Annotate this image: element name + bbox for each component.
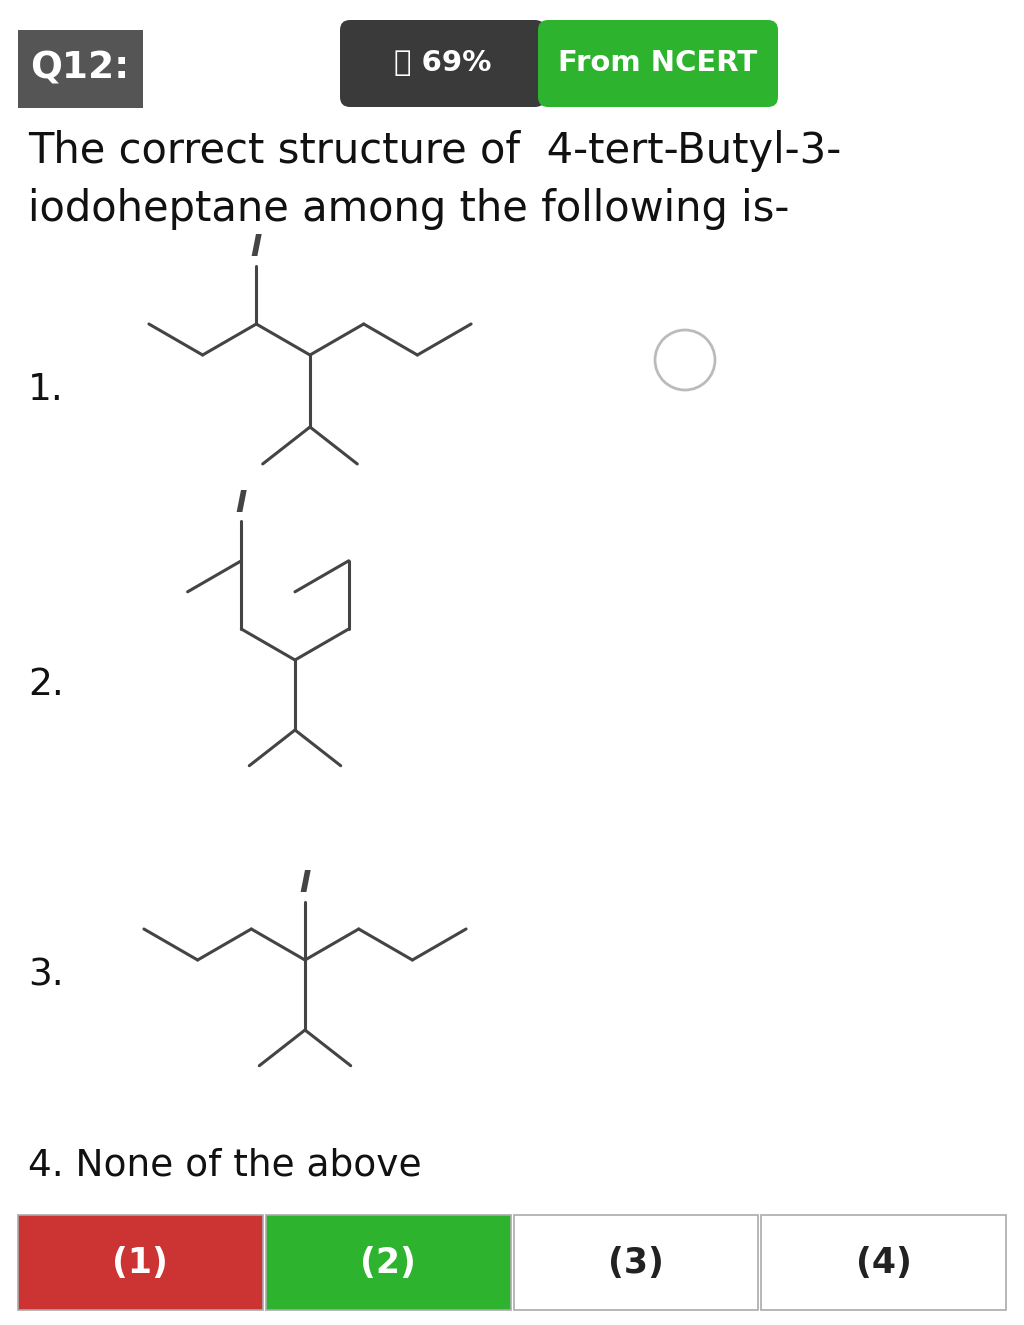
- Text: 4. None of the above: 4. None of the above: [28, 1147, 422, 1183]
- Text: 2.: 2.: [28, 666, 63, 704]
- FancyBboxPatch shape: [18, 30, 143, 109]
- Text: iodoheptane among the following is-: iodoheptane among the following is-: [28, 188, 790, 231]
- FancyBboxPatch shape: [18, 1215, 263, 1310]
- Text: The correct structure of  4-tert-Butyl-3-: The correct structure of 4-tert-Butyl-3-: [28, 130, 842, 172]
- FancyBboxPatch shape: [266, 1215, 511, 1310]
- Text: (2): (2): [360, 1246, 416, 1280]
- Text: I: I: [299, 869, 310, 898]
- FancyBboxPatch shape: [340, 20, 545, 107]
- Text: I: I: [236, 489, 247, 518]
- Text: (3): (3): [608, 1246, 664, 1280]
- FancyBboxPatch shape: [538, 20, 778, 107]
- FancyBboxPatch shape: [513, 1215, 758, 1310]
- Text: 👍 69%: 👍 69%: [394, 49, 492, 77]
- Text: From NCERT: From NCERT: [558, 49, 758, 77]
- Text: 1.: 1.: [28, 372, 63, 408]
- Text: I: I: [251, 233, 262, 262]
- Text: (4): (4): [856, 1246, 911, 1280]
- FancyBboxPatch shape: [761, 1215, 1006, 1310]
- Text: Q12:: Q12:: [31, 50, 130, 87]
- Text: (1): (1): [113, 1246, 168, 1280]
- Text: 3.: 3.: [28, 957, 63, 992]
